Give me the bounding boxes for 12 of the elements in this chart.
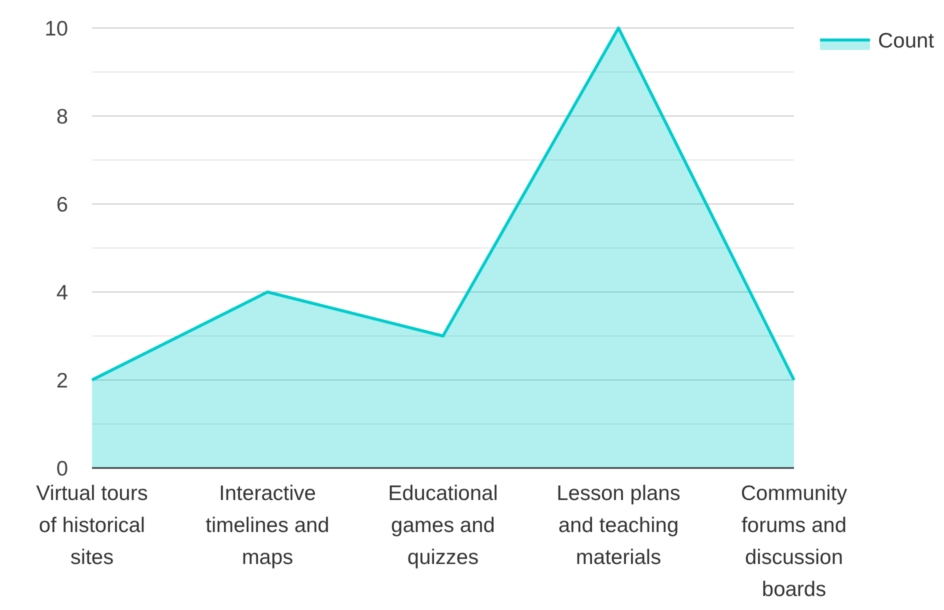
x-tick-label: Community forums and discussion boards — [740, 482, 848, 601]
x-tick-label: Educational games and quizzes — [388, 482, 498, 569]
x-tick-label: Interactive timelines and maps — [206, 482, 330, 569]
y-tick-label: 0 — [56, 457, 68, 480]
x-tick-label: Virtual tours of historical sites — [36, 482, 148, 569]
y-tick-label: 8 — [56, 105, 68, 128]
y-tick-label: 6 — [56, 193, 68, 216]
y-tick-label: 10 — [44, 17, 68, 40]
x-tick-label: Lesson plans and teaching materials — [556, 482, 680, 569]
y-tick-label: 2 — [56, 369, 68, 392]
legend-label: Count — [878, 29, 934, 52]
y-tick-label: 4 — [56, 281, 68, 304]
